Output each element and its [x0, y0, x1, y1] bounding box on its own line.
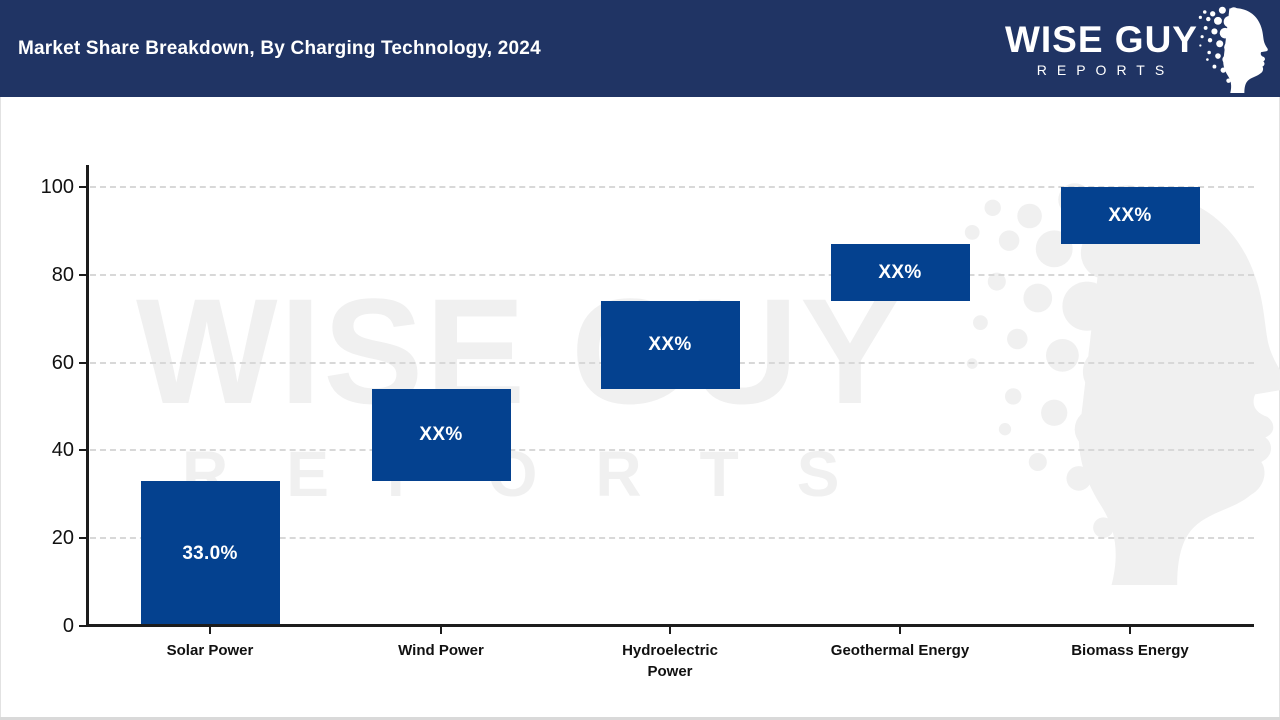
gridline-40	[90, 449, 1254, 452]
x-category-label: Biomass Energy	[1071, 642, 1189, 659]
bar-value-label: XX%	[878, 261, 922, 283]
x-category-label: Wind Power	[398, 642, 484, 659]
bar-wind-power[interactable]: XX%	[371, 388, 511, 482]
x-tick	[209, 627, 211, 634]
bar-biomass-energy[interactable]: XX%	[1060, 187, 1200, 245]
x-tick	[440, 627, 442, 634]
y-tick-label: 60	[51, 351, 74, 374]
gridline-100	[90, 186, 1254, 188]
y-tick	[79, 361, 87, 364]
x-tick	[1129, 627, 1131, 634]
y-tick-label: 0	[62, 615, 74, 637]
brand-subname: REPORTS	[1036, 61, 1175, 78]
x-category-label: Hydroelectric Power	[622, 642, 718, 680]
bar-value-label: XX%	[1108, 204, 1152, 226]
bar-value-label: XX%	[648, 334, 692, 356]
bar-value-label: XX%	[419, 424, 463, 446]
y-axis-spine	[86, 165, 89, 627]
bar-value-label: 33.0%	[182, 542, 238, 564]
y-tick	[79, 273, 87, 276]
bar-hydroelectric-power[interactable]: XX%	[600, 301, 740, 389]
y-tick	[79, 537, 87, 540]
x-axis-spine	[86, 624, 1254, 627]
bottom-border	[0, 717, 1280, 720]
y-tick-label: 40	[51, 439, 74, 462]
x-tick	[669, 627, 671, 634]
bar-geothermal-energy[interactable]: XX%	[830, 244, 970, 302]
page-title: Market Share Breakdown, By Charging Tech…	[18, 37, 541, 59]
header-band: Market Share Breakdown, By Charging Tech…	[0, 0, 1280, 97]
gridline-20	[90, 537, 1254, 540]
x-category-label: Geothermal Energy	[830, 642, 970, 659]
y-tick	[79, 625, 87, 627]
watermark-brand-text: WISE GUY	[136, 267, 903, 435]
brand-logo: WISE GUY REPORTS	[1005, 4, 1272, 94]
bar-solar-power[interactable]: 33.0%	[140, 481, 280, 626]
y-tick	[79, 449, 87, 452]
brand-name: WISE GUY	[1004, 18, 1198, 60]
brand-logo-text: WISE GUY REPORTS	[1005, 21, 1198, 78]
x-tick	[899, 627, 901, 634]
y-tick	[79, 186, 87, 188]
gridline-80	[90, 273, 1254, 276]
y-tick-label: 80	[51, 263, 74, 286]
y-tick-label: 20	[51, 527, 74, 550]
x-category-label: Solar Power	[166, 642, 254, 659]
y-tick-label: 100	[40, 176, 74, 198]
watermark-subtext: REPORTS	[182, 438, 898, 510]
